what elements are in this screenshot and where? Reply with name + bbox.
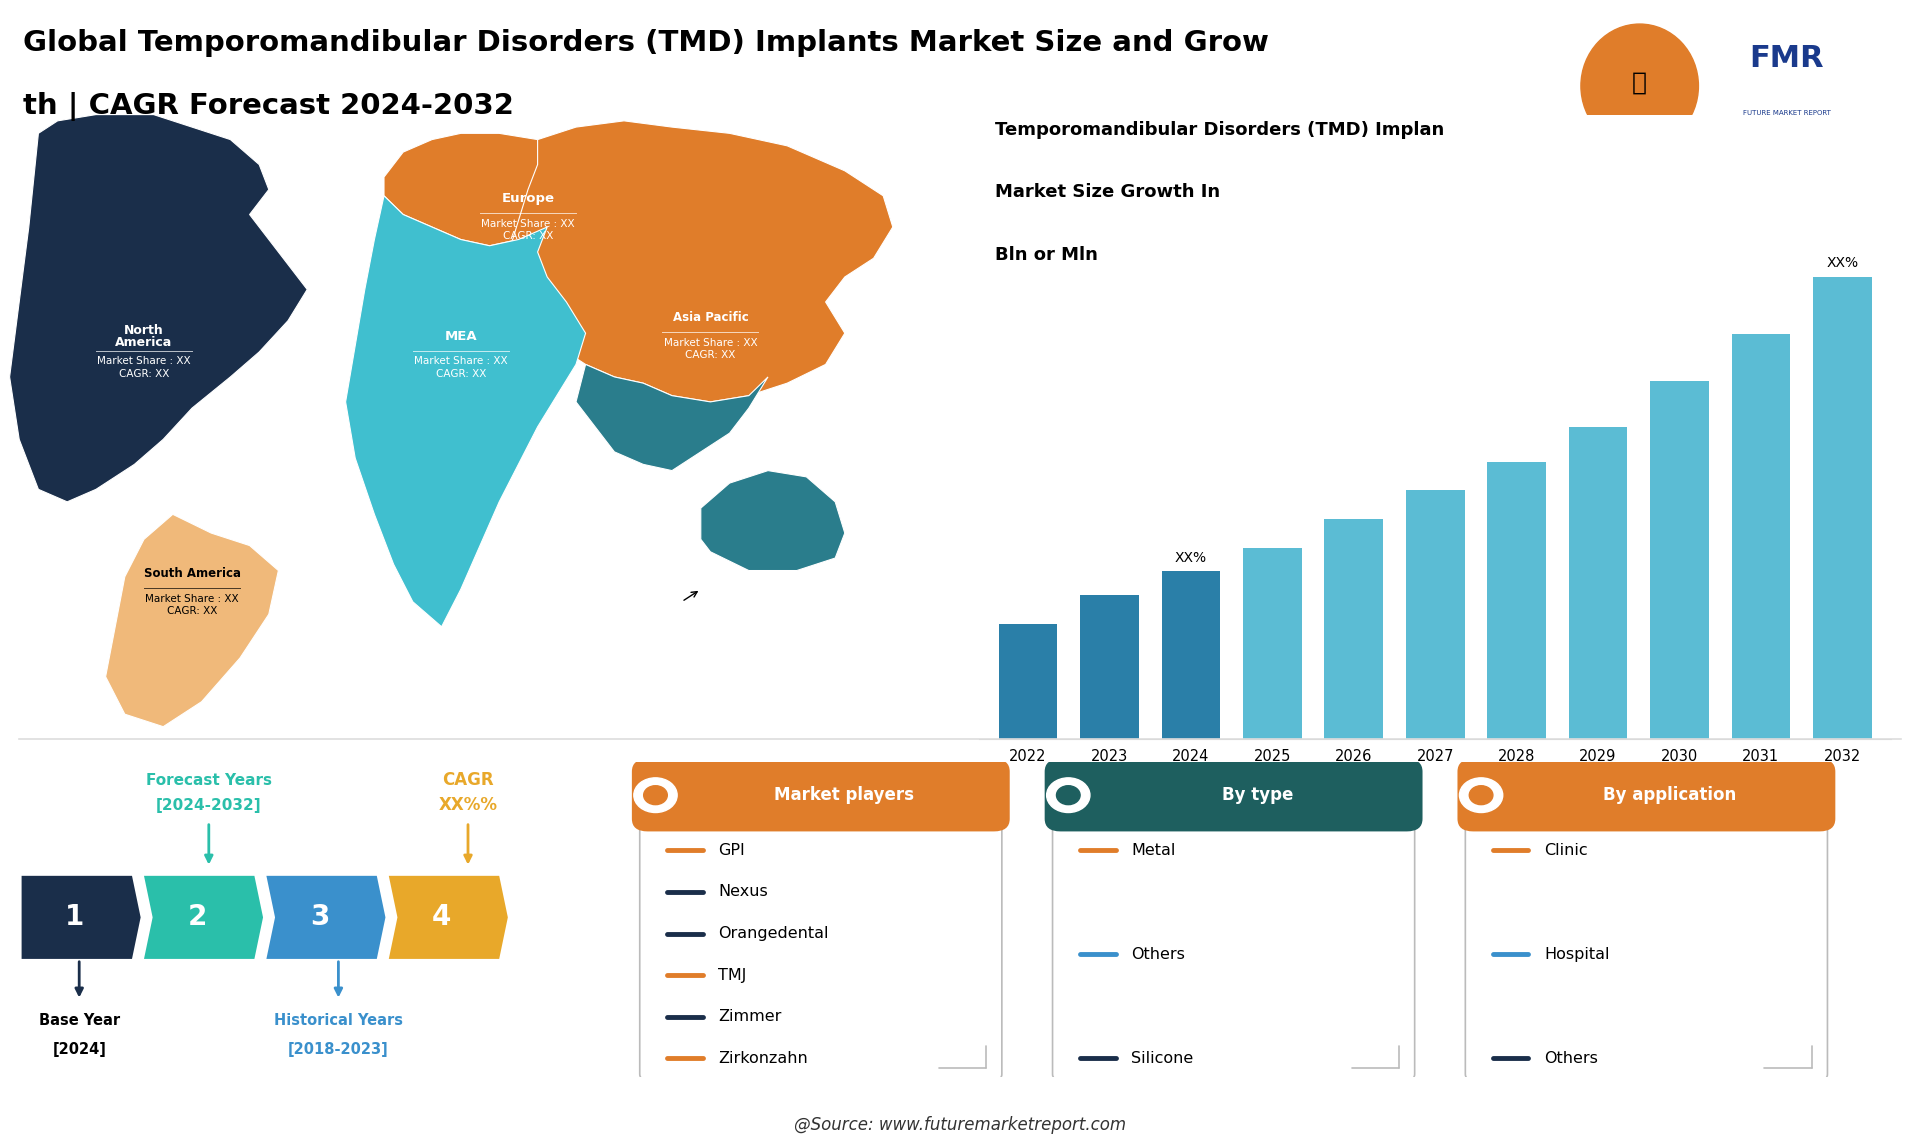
Bar bbox=[1405, 490, 1465, 739]
Polygon shape bbox=[267, 876, 386, 959]
Bar bbox=[1569, 426, 1628, 739]
Text: CAGR: CAGR bbox=[442, 771, 493, 790]
Bar bbox=[1732, 335, 1789, 739]
Bar bbox=[1162, 572, 1221, 739]
Text: Market Share : XX: Market Share : XX bbox=[415, 356, 507, 367]
Text: CAGR: XX: CAGR: XX bbox=[685, 350, 735, 360]
Text: CAGR: XX: CAGR: XX bbox=[503, 231, 553, 242]
Text: Zimmer: Zimmer bbox=[718, 1010, 781, 1025]
Text: Zirkonzahn: Zirkonzahn bbox=[718, 1051, 808, 1066]
Text: FUTURE MARKET REPORT: FUTURE MARKET REPORT bbox=[1743, 110, 1830, 117]
Polygon shape bbox=[21, 876, 140, 959]
Text: 2: 2 bbox=[188, 903, 207, 932]
Text: By type: By type bbox=[1221, 786, 1292, 804]
Text: [2024]: [2024] bbox=[52, 1042, 106, 1057]
Text: GPI: GPI bbox=[718, 842, 745, 858]
Text: CAGR: XX: CAGR: XX bbox=[436, 369, 486, 379]
FancyBboxPatch shape bbox=[1044, 759, 1423, 832]
Text: 👤: 👤 bbox=[1632, 71, 1647, 94]
Bar bbox=[1242, 548, 1302, 739]
Text: Nexus: Nexus bbox=[718, 885, 768, 900]
Bar bbox=[1325, 519, 1382, 739]
Text: Market players: Market players bbox=[774, 786, 914, 804]
FancyBboxPatch shape bbox=[1052, 818, 1415, 1081]
Text: Orangedental: Orangedental bbox=[718, 926, 829, 941]
FancyBboxPatch shape bbox=[1465, 818, 1828, 1081]
Text: Clinic: Clinic bbox=[1544, 842, 1588, 858]
Polygon shape bbox=[388, 876, 507, 959]
Text: Silicone: Silicone bbox=[1131, 1051, 1194, 1066]
Text: [2024-2032]: [2024-2032] bbox=[156, 798, 261, 813]
Text: Market Share : XX: Market Share : XX bbox=[482, 219, 574, 229]
Text: CAGR: XX: CAGR: XX bbox=[167, 606, 217, 617]
Text: [2018-2023]: [2018-2023] bbox=[288, 1042, 388, 1057]
Text: XX%%: XX%% bbox=[438, 796, 497, 814]
Text: Others: Others bbox=[1131, 947, 1185, 961]
Circle shape bbox=[1046, 778, 1091, 813]
Polygon shape bbox=[509, 120, 893, 402]
Bar bbox=[1488, 462, 1546, 739]
Text: Metal: Metal bbox=[1131, 842, 1175, 858]
Text: FMR: FMR bbox=[1749, 44, 1824, 73]
Bar bbox=[998, 623, 1058, 739]
Text: Market Share : XX: Market Share : XX bbox=[146, 594, 238, 604]
Text: Hospital: Hospital bbox=[1544, 947, 1609, 961]
Text: Europe: Europe bbox=[501, 193, 555, 205]
Text: XX%: XX% bbox=[1826, 256, 1859, 269]
Text: 3: 3 bbox=[309, 903, 328, 932]
Text: Market Share : XX: Market Share : XX bbox=[664, 338, 756, 347]
Text: 1: 1 bbox=[65, 903, 84, 932]
Text: North: North bbox=[125, 323, 163, 337]
Circle shape bbox=[1580, 24, 1699, 148]
Circle shape bbox=[1459, 778, 1503, 813]
Polygon shape bbox=[576, 364, 768, 471]
Text: th | CAGR Forecast 2024-2032: th | CAGR Forecast 2024-2032 bbox=[23, 92, 515, 120]
Text: Bln or Mln: Bln or Mln bbox=[995, 245, 1098, 264]
Polygon shape bbox=[106, 515, 278, 727]
Text: America: America bbox=[115, 336, 173, 350]
Bar bbox=[1649, 380, 1709, 739]
Text: @Source: www.futuremarketreport.com: @Source: www.futuremarketreport.com bbox=[795, 1116, 1125, 1135]
FancyBboxPatch shape bbox=[1457, 759, 1836, 832]
Text: Market Share : XX: Market Share : XX bbox=[98, 356, 190, 367]
FancyBboxPatch shape bbox=[632, 759, 1010, 832]
Text: Forecast Years: Forecast Years bbox=[146, 772, 273, 787]
Text: TMJ: TMJ bbox=[718, 967, 747, 982]
Circle shape bbox=[634, 778, 678, 813]
Bar bbox=[1812, 276, 1872, 739]
FancyBboxPatch shape bbox=[639, 818, 1002, 1081]
Polygon shape bbox=[701, 471, 845, 571]
Text: Market Size Growth In: Market Size Growth In bbox=[995, 183, 1221, 202]
Circle shape bbox=[643, 786, 668, 804]
Polygon shape bbox=[346, 196, 586, 627]
Text: Asia Pacific: Asia Pacific bbox=[672, 311, 749, 324]
Text: Others: Others bbox=[1544, 1051, 1597, 1066]
Polygon shape bbox=[384, 133, 595, 245]
Text: Base Year: Base Year bbox=[38, 1013, 119, 1028]
Text: Temporomandibular Disorders (TMD) Implan: Temporomandibular Disorders (TMD) Implan bbox=[995, 120, 1444, 139]
Circle shape bbox=[1056, 786, 1081, 804]
Text: Global Temporomandibular Disorders (TMD) Implants Market Size and Grow: Global Temporomandibular Disorders (TMD)… bbox=[23, 29, 1269, 56]
Circle shape bbox=[1469, 786, 1494, 804]
Text: Historical Years: Historical Years bbox=[275, 1013, 403, 1028]
Text: By application: By application bbox=[1603, 786, 1738, 804]
Text: MEA: MEA bbox=[445, 330, 476, 343]
Polygon shape bbox=[144, 876, 263, 959]
Text: CAGR: XX: CAGR: XX bbox=[119, 369, 169, 379]
Text: XX%: XX% bbox=[1175, 550, 1208, 565]
Bar bbox=[1081, 595, 1139, 739]
Text: 4: 4 bbox=[432, 903, 451, 932]
Text: South America: South America bbox=[144, 567, 240, 580]
Polygon shape bbox=[10, 115, 307, 502]
